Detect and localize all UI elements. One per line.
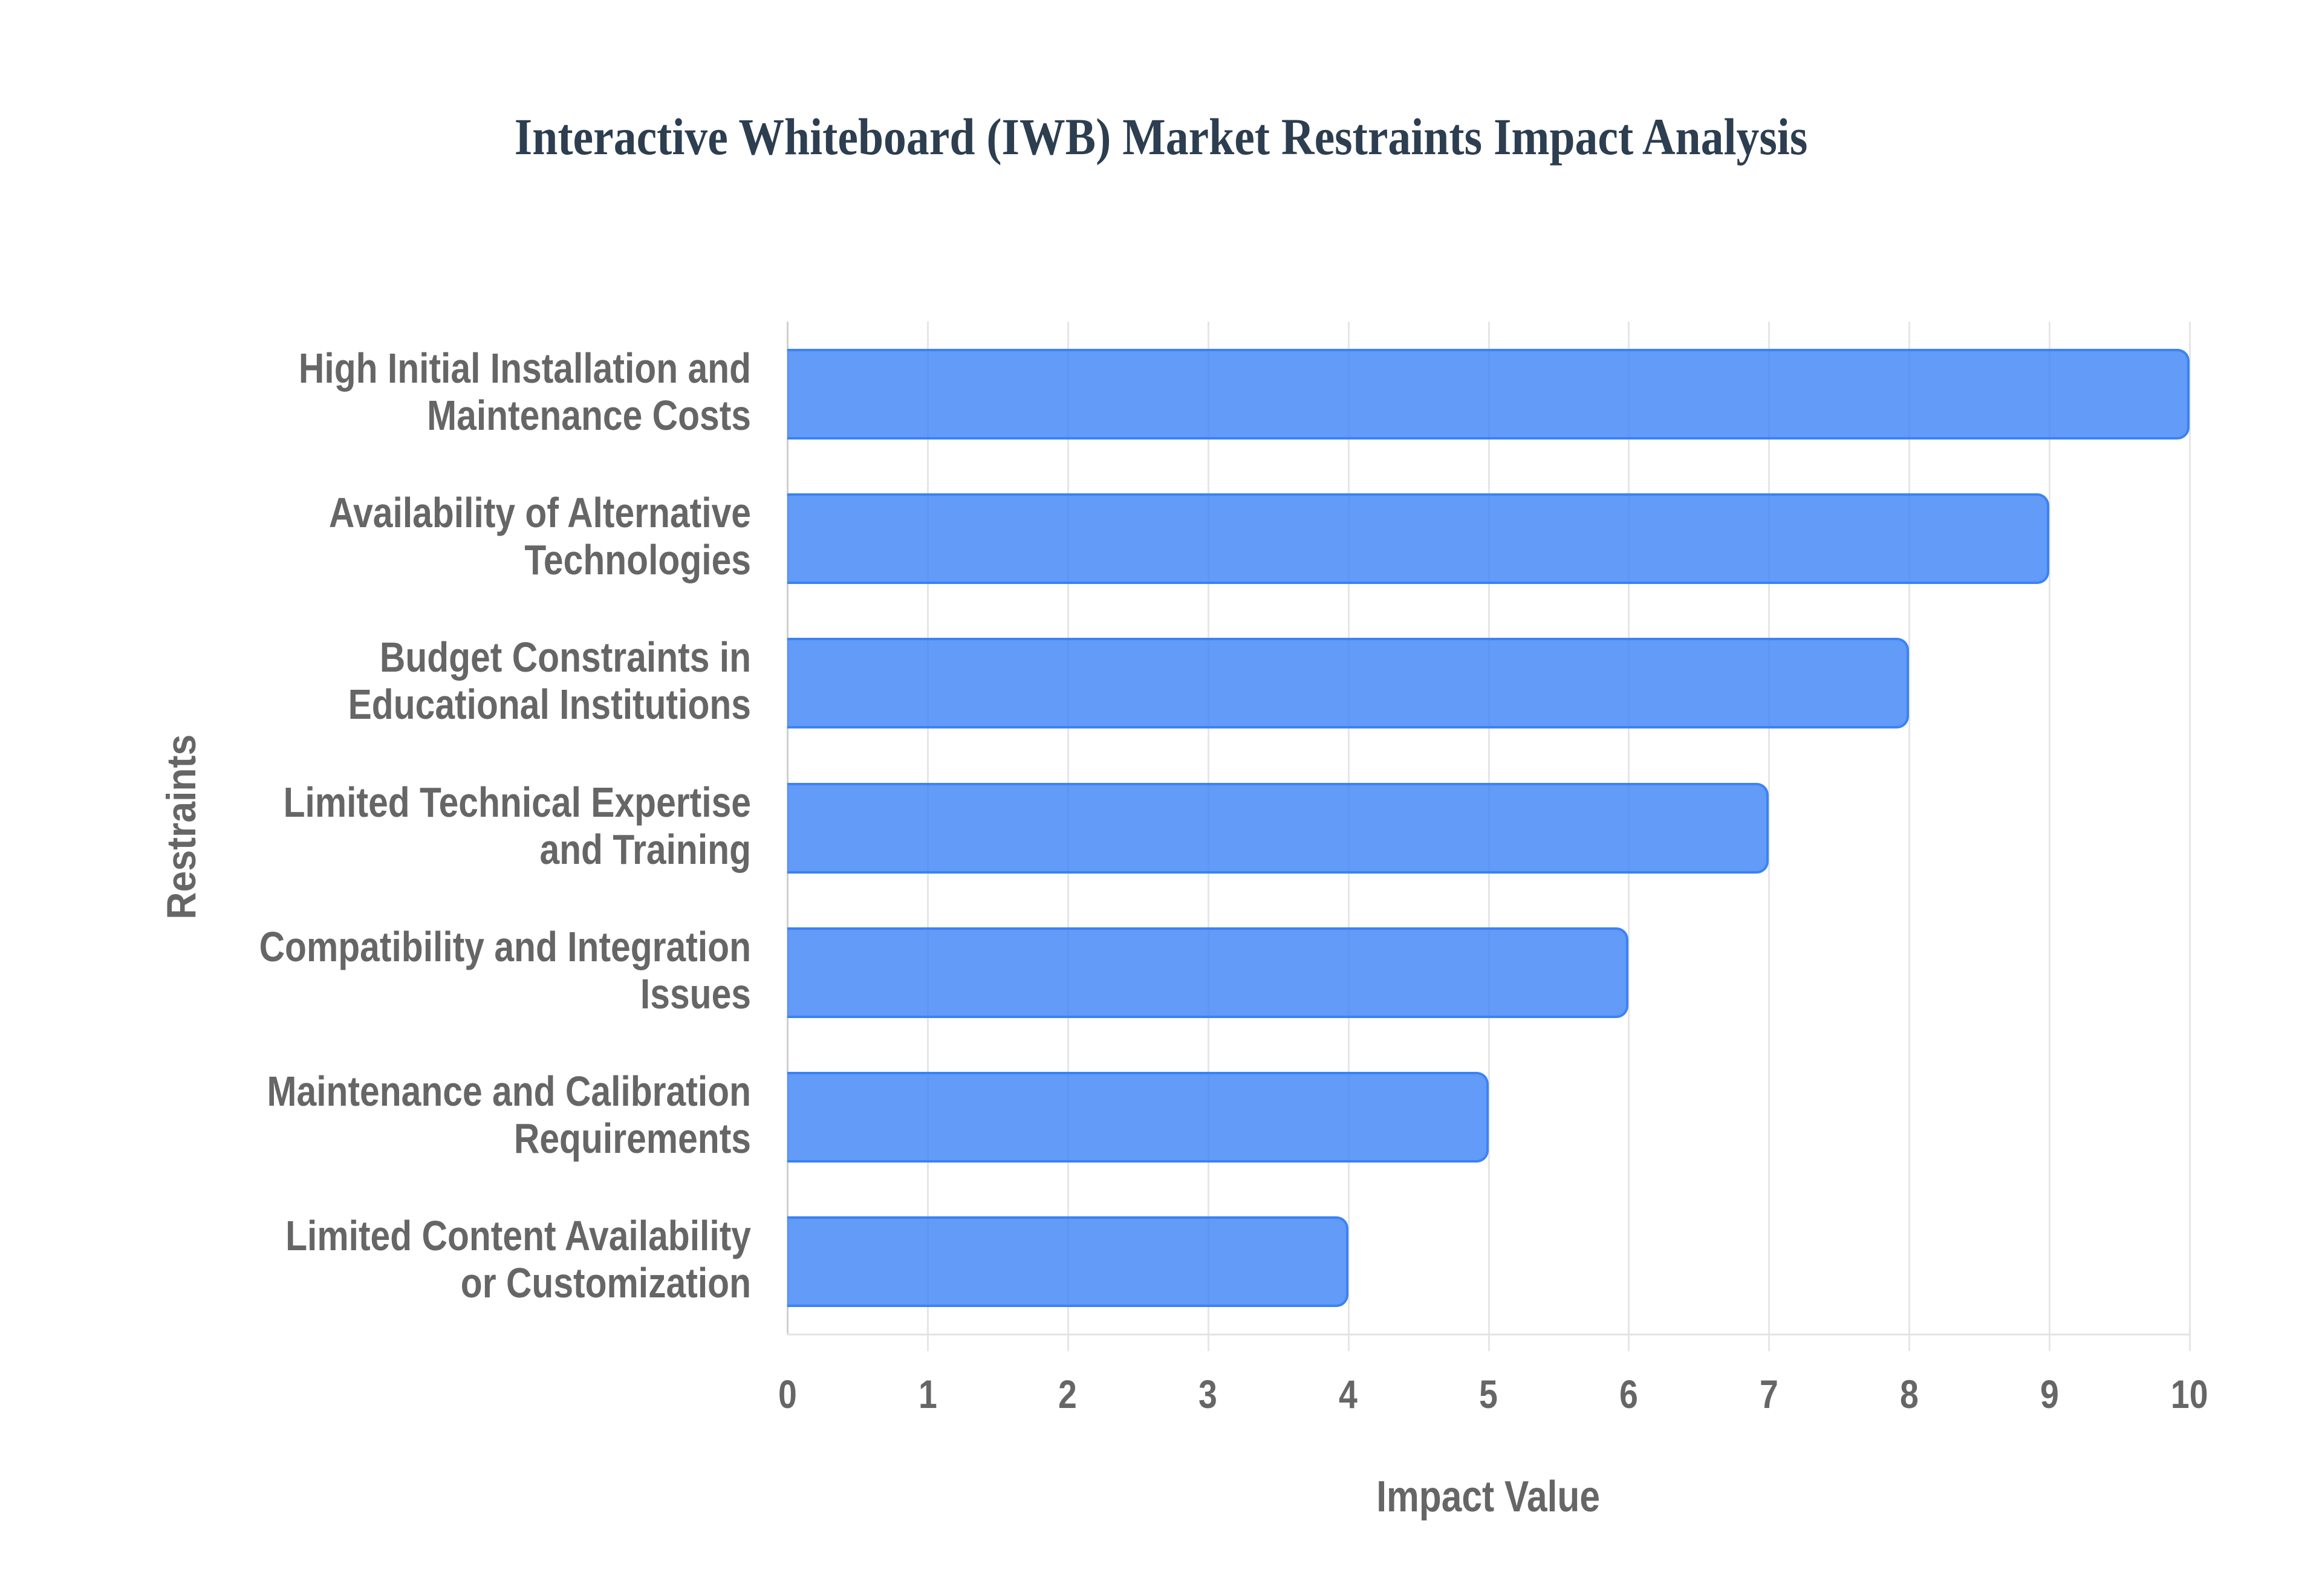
x-tick-label: 2 — [1007, 1371, 1128, 1417]
x-tick-label-text: 8 — [1899, 1372, 1919, 1416]
y-axis-label-line: Availability of Alternative — [328, 488, 751, 536]
x-tick-label-text: 10 — [2171, 1372, 2208, 1416]
bar[interactable] — [787, 782, 1769, 874]
y-axis-label: Availability of Alternative Technologies — [86, 489, 751, 583]
plot-area — [787, 322, 2191, 1351]
x-tick-label-text: 1 — [918, 1372, 937, 1416]
x-tick-label: 7 — [1708, 1371, 1829, 1417]
y-axis-label-line: Maintenance Costs — [427, 391, 751, 439]
y-axis-label-line: and Training — [539, 825, 751, 873]
x-tick-label: 8 — [1849, 1371, 1969, 1417]
chart-title-text: Interactive Whiteboard (IWB) Market Rest… — [514, 108, 1808, 166]
gridline — [2049, 322, 2051, 1351]
y-axis-label: Limited Technical Expertise and Training — [86, 779, 751, 873]
y-axis-label-line: Issues — [640, 970, 751, 1017]
x-tick-label-text: 6 — [1619, 1372, 1638, 1416]
gridline — [1908, 322, 1911, 1351]
y-axis-label-line: Maintenance and Calibration — [267, 1068, 752, 1115]
bar[interactable] — [787, 348, 2190, 440]
x-tick-label: 10 — [2129, 1371, 2250, 1417]
y-axis-label: High Initial Installation and Maintenance… — [86, 345, 751, 439]
gridline — [2189, 322, 2191, 1351]
x-tick-label: 9 — [1989, 1371, 2110, 1417]
y-axis-label-line: Limited Technical Expertise — [283, 778, 751, 826]
y-axis-label: Budget Constraints in Educational Institu… — [86, 634, 751, 728]
y-axis-label: Maintenance and Calibration Requirements — [86, 1068, 751, 1162]
y-axis-label: Limited Content Availability or Customiza… — [86, 1212, 751, 1306]
x-tick-label-text: 4 — [1339, 1372, 1358, 1416]
bar[interactable] — [787, 638, 1910, 729]
x-tick-label-text: 2 — [1058, 1372, 1078, 1416]
x-tick-label: 5 — [1428, 1371, 1549, 1417]
x-axis-title-text: Impact Value — [1376, 1473, 1601, 1521]
gridline — [1768, 322, 1771, 1351]
x-tick-label: 6 — [1568, 1371, 1689, 1417]
x-tick-label: 4 — [1288, 1371, 1409, 1417]
bar[interactable] — [787, 927, 1629, 1018]
y-axis-label-line: Budget Constraints in — [379, 634, 751, 681]
y-axis-label: Compatibility and Integration Issues — [86, 923, 751, 1017]
x-axis-line — [787, 1334, 2190, 1335]
x-tick-label-text: 3 — [1198, 1372, 1218, 1416]
y-axis-label-line: Compatibility and Integration — [259, 923, 751, 970]
y-axis-label-line: Educational Institutions — [348, 681, 751, 728]
x-tick-label-text: 5 — [1479, 1372, 1498, 1416]
x-tick-label-text: 7 — [1759, 1372, 1778, 1416]
x-tick-label: 1 — [867, 1371, 988, 1417]
y-axis-label-line: or Customization — [460, 1259, 751, 1307]
y-axis-label-line: High Initial Installation and — [298, 344, 751, 392]
x-axis-title: Impact Value — [787, 1471, 2190, 1522]
y-axis-label-line: Technologies — [524, 536, 751, 583]
x-tick-label: 3 — [1148, 1371, 1269, 1417]
bar[interactable] — [787, 1072, 1489, 1163]
x-tick-label: 0 — [727, 1371, 848, 1417]
bar[interactable] — [787, 493, 2050, 584]
y-axis-label-line: Limited Content Availability — [285, 1212, 751, 1260]
x-tick-label-text: 0 — [778, 1372, 797, 1416]
bar[interactable] — [787, 1216, 1348, 1308]
chart-title: Interactive Whiteboard (IWB) Market Rest… — [0, 106, 2322, 167]
x-tick-label-text: 9 — [2040, 1372, 2059, 1416]
y-axis-label-line: Requirements — [513, 1115, 751, 1163]
